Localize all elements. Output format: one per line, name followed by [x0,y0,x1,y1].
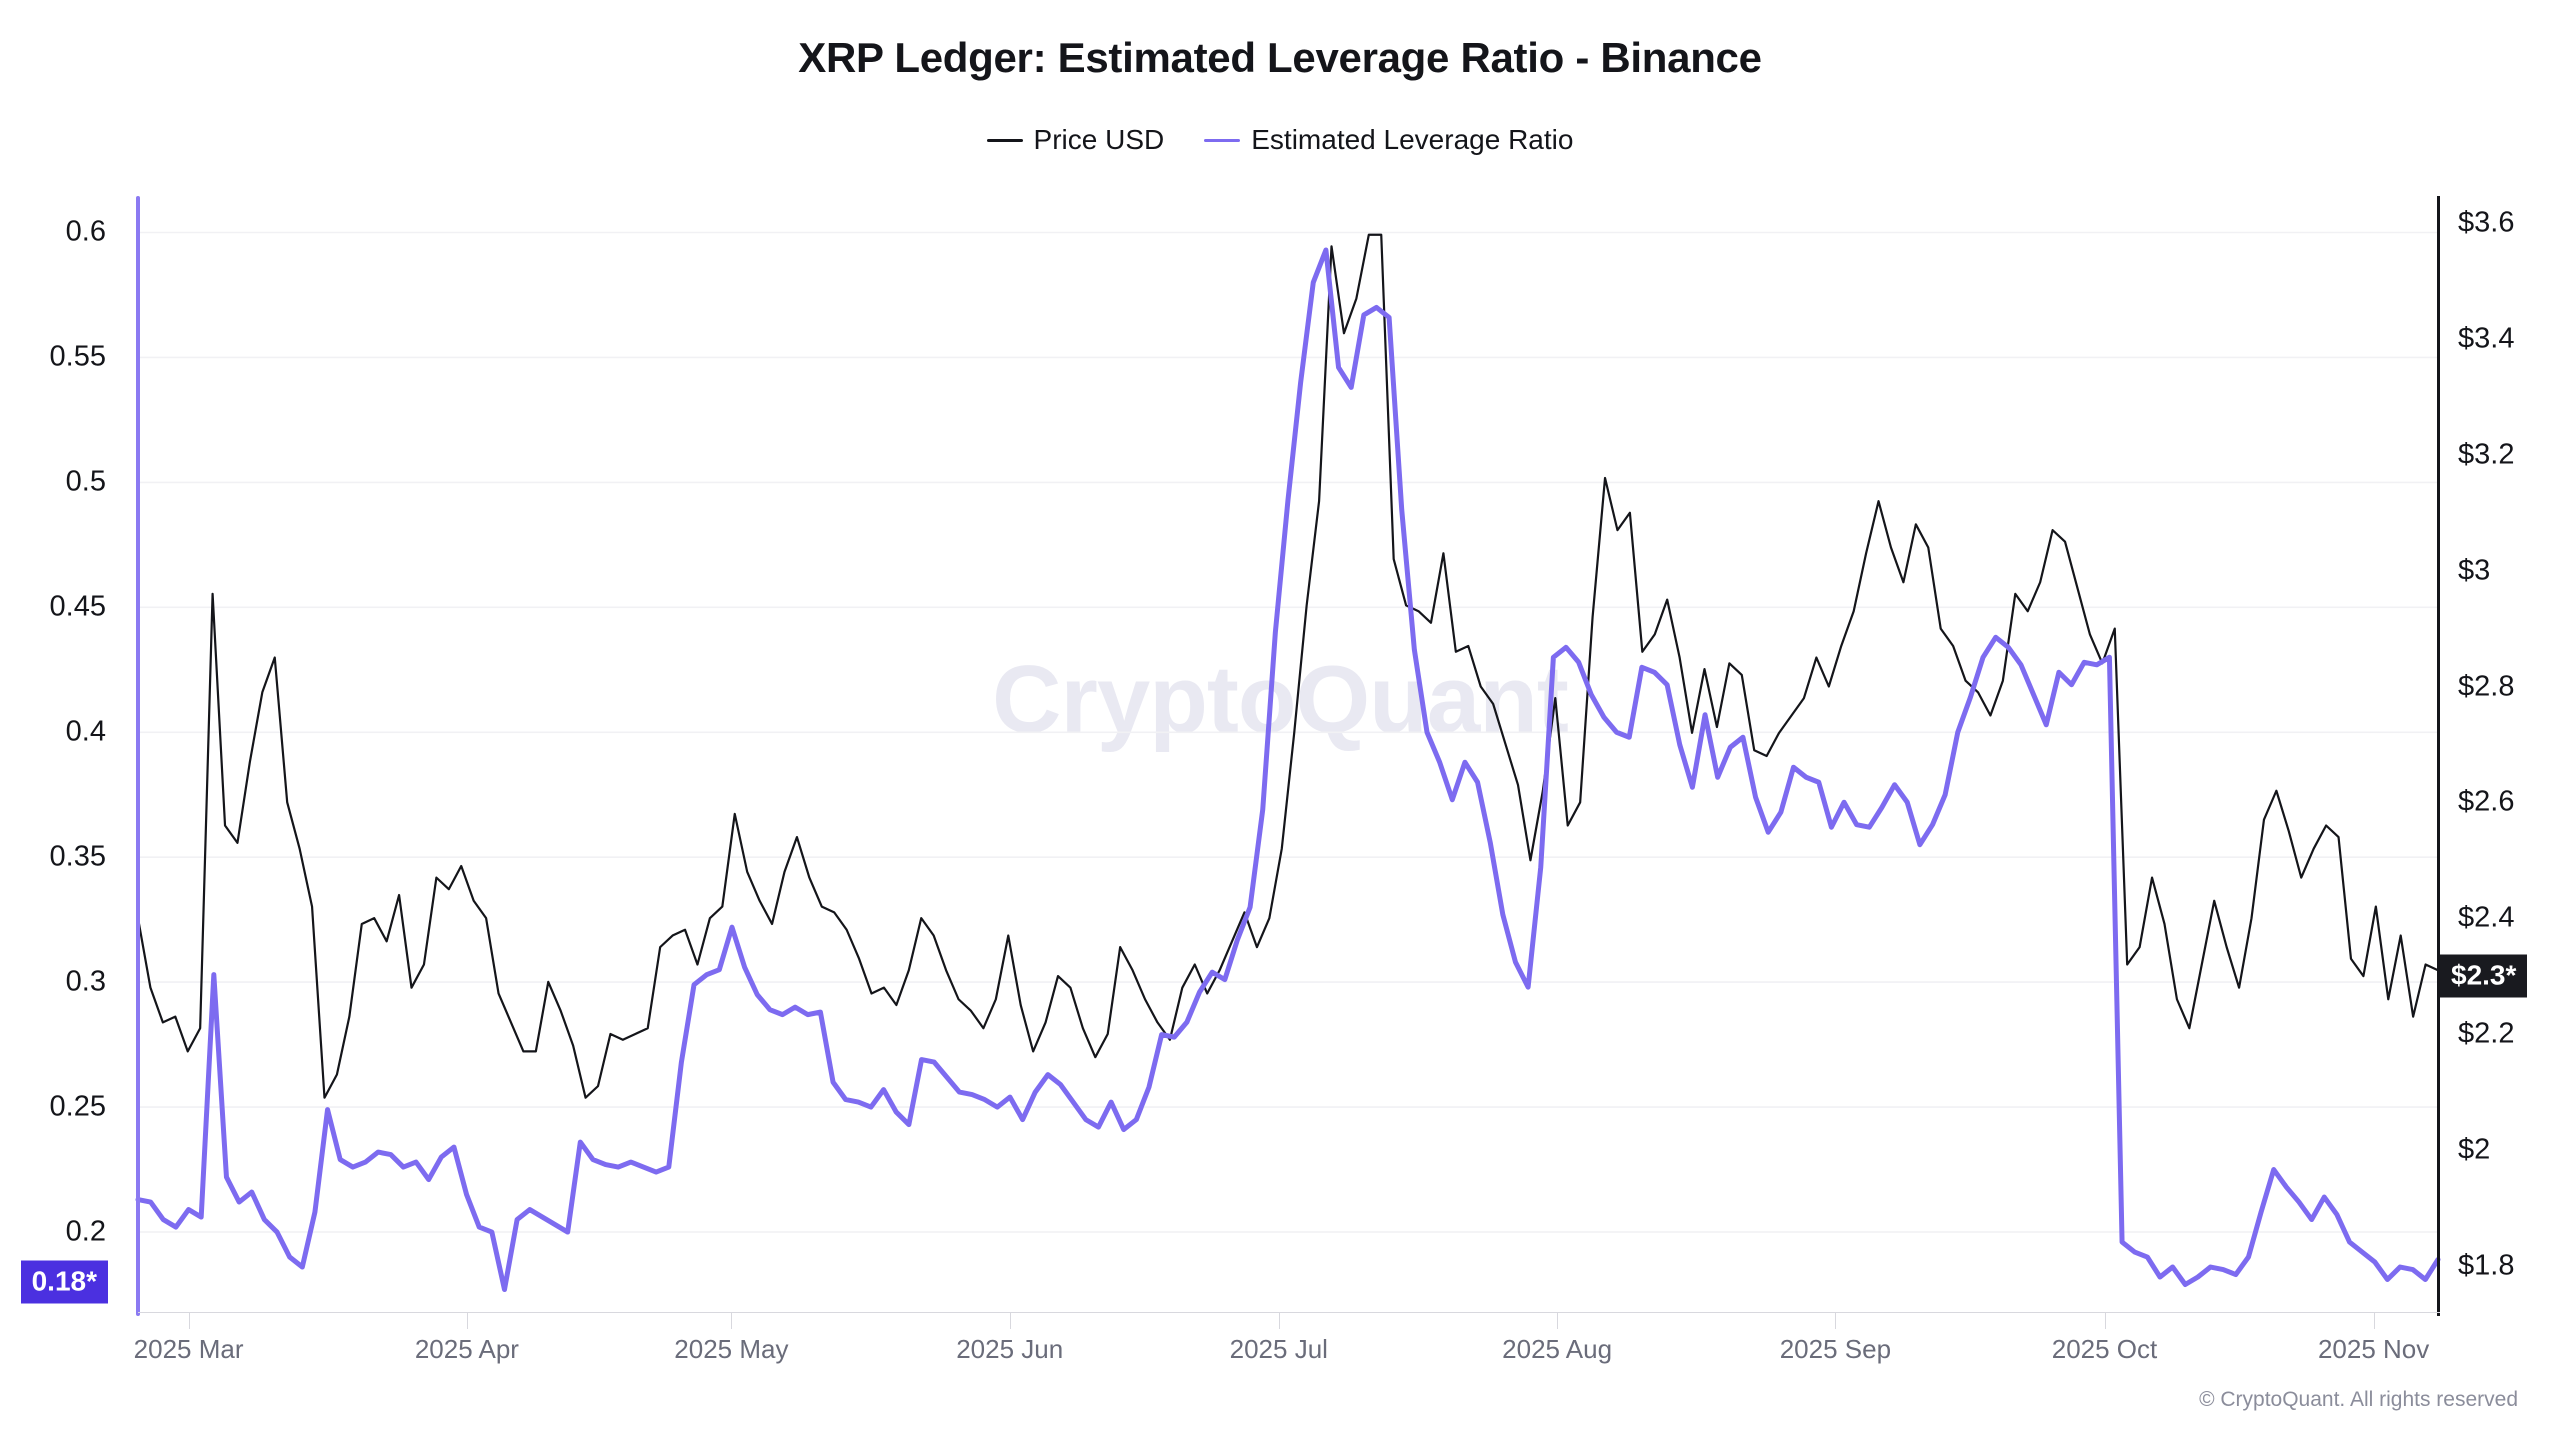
left-axis-line [136,196,140,1316]
x-axis-tick-label: 2025 Jul [1229,1334,1328,1364]
right-axis-tick-label: $2 [2458,1133,2491,1166]
x-axis-tick-mark [731,1313,733,1329]
series-lines [135,233,2441,1293]
right-axis-tick-label: $3.4 [2458,322,2515,355]
left-axis-tick-label: 0.3 [65,965,106,998]
x-axis-tick-mark [188,1313,190,1329]
legend-item-estimated-leverage-ratio[interactable]: Estimated Leverage Ratio [1204,124,1573,156]
right-axis-tick-label: $2.6 [2458,785,2515,818]
left-axis-tick-label: 0.2 [65,1215,106,1248]
legend-label-estimated-leverage-ratio: Estimated Leverage Ratio [1251,124,1574,155]
x-axis-tick-label: 2025 Oct [2051,1334,2158,1364]
x-axis-tick-mark [2104,1313,2106,1329]
x-axis-tick-label: 2025 Sep [1779,1334,1892,1364]
x-axis-tick-mark [1557,1313,1559,1329]
x-axis-tick-mark [1278,1313,1280,1329]
chart-legend: Price USD Estimated Leverage Ratio [0,124,2560,156]
left-axis-tick-label: 0.55 [49,340,106,373]
right-axis-tick-label: $2.2 [2458,1017,2515,1050]
left-axis-tick-label: 0.35 [49,840,106,873]
x-axis-tick-label: 2025 Apr [414,1334,519,1364]
chart-title: XRP Ledger: Estimated Leverage Ratio - B… [798,34,1762,81]
left-axis-current-value-badge: 0.18* [20,1260,108,1304]
right-axis-tick-label: $3.2 [2458,438,2515,471]
bottom-axis-line [138,1312,2440,1313]
x-axis-tick-mark [1835,1313,1837,1329]
legend-swatch-estimated-leverage-ratio [1204,138,1241,142]
x-axis-tick-label: 2025 May [674,1334,789,1364]
right-axis-tick-label: $1.8 [2458,1249,2515,1282]
right-axis-current-value-badge: $2.3* [2440,954,2528,998]
plot-area[interactable] [135,200,2441,1312]
right-axis-tick-label: $2.4 [2458,901,2515,934]
x-axis-tick-label: 2025 Jun [956,1334,1064,1364]
left-axis-tick-label: 0.5 [65,465,106,498]
legend-item-price-usd[interactable]: Price USD [986,124,1165,156]
x-axis-tick-label: 2025 Nov [2317,1334,2430,1364]
right-axis-tick-label: $3 [2458,554,2491,587]
copyright-footer: © CryptoQuant. All rights reserved [2199,1388,2518,1411]
left-axis-tick-label: 0.25 [49,1090,106,1123]
x-axis-tick-mark [1009,1313,1011,1329]
x-axis-tick-label: 2025 Mar [133,1334,244,1364]
x-axis-tick-label: 2025 Aug [1502,1334,1613,1364]
right-axis-line [2437,196,2440,1316]
legend-label-price-usd: Price USD [1033,124,1165,155]
x-axis-tick-mark [466,1313,468,1329]
left-axis-tick-label: 0.4 [65,715,106,748]
right-axis-tick-label: $2.8 [2458,670,2515,702]
right-axis-tick-label: $3.6 [2458,206,2515,239]
left-axis-tick-label: 0.45 [49,590,106,623]
line-estimated-leverage-ratio [135,247,2441,1293]
x-axis-tick-mark [2373,1313,2375,1329]
legend-swatch-price-usd [986,138,1023,142]
line-price-usd [136,233,2440,1099]
left-axis-tick-label: 0.6 [65,215,106,248]
